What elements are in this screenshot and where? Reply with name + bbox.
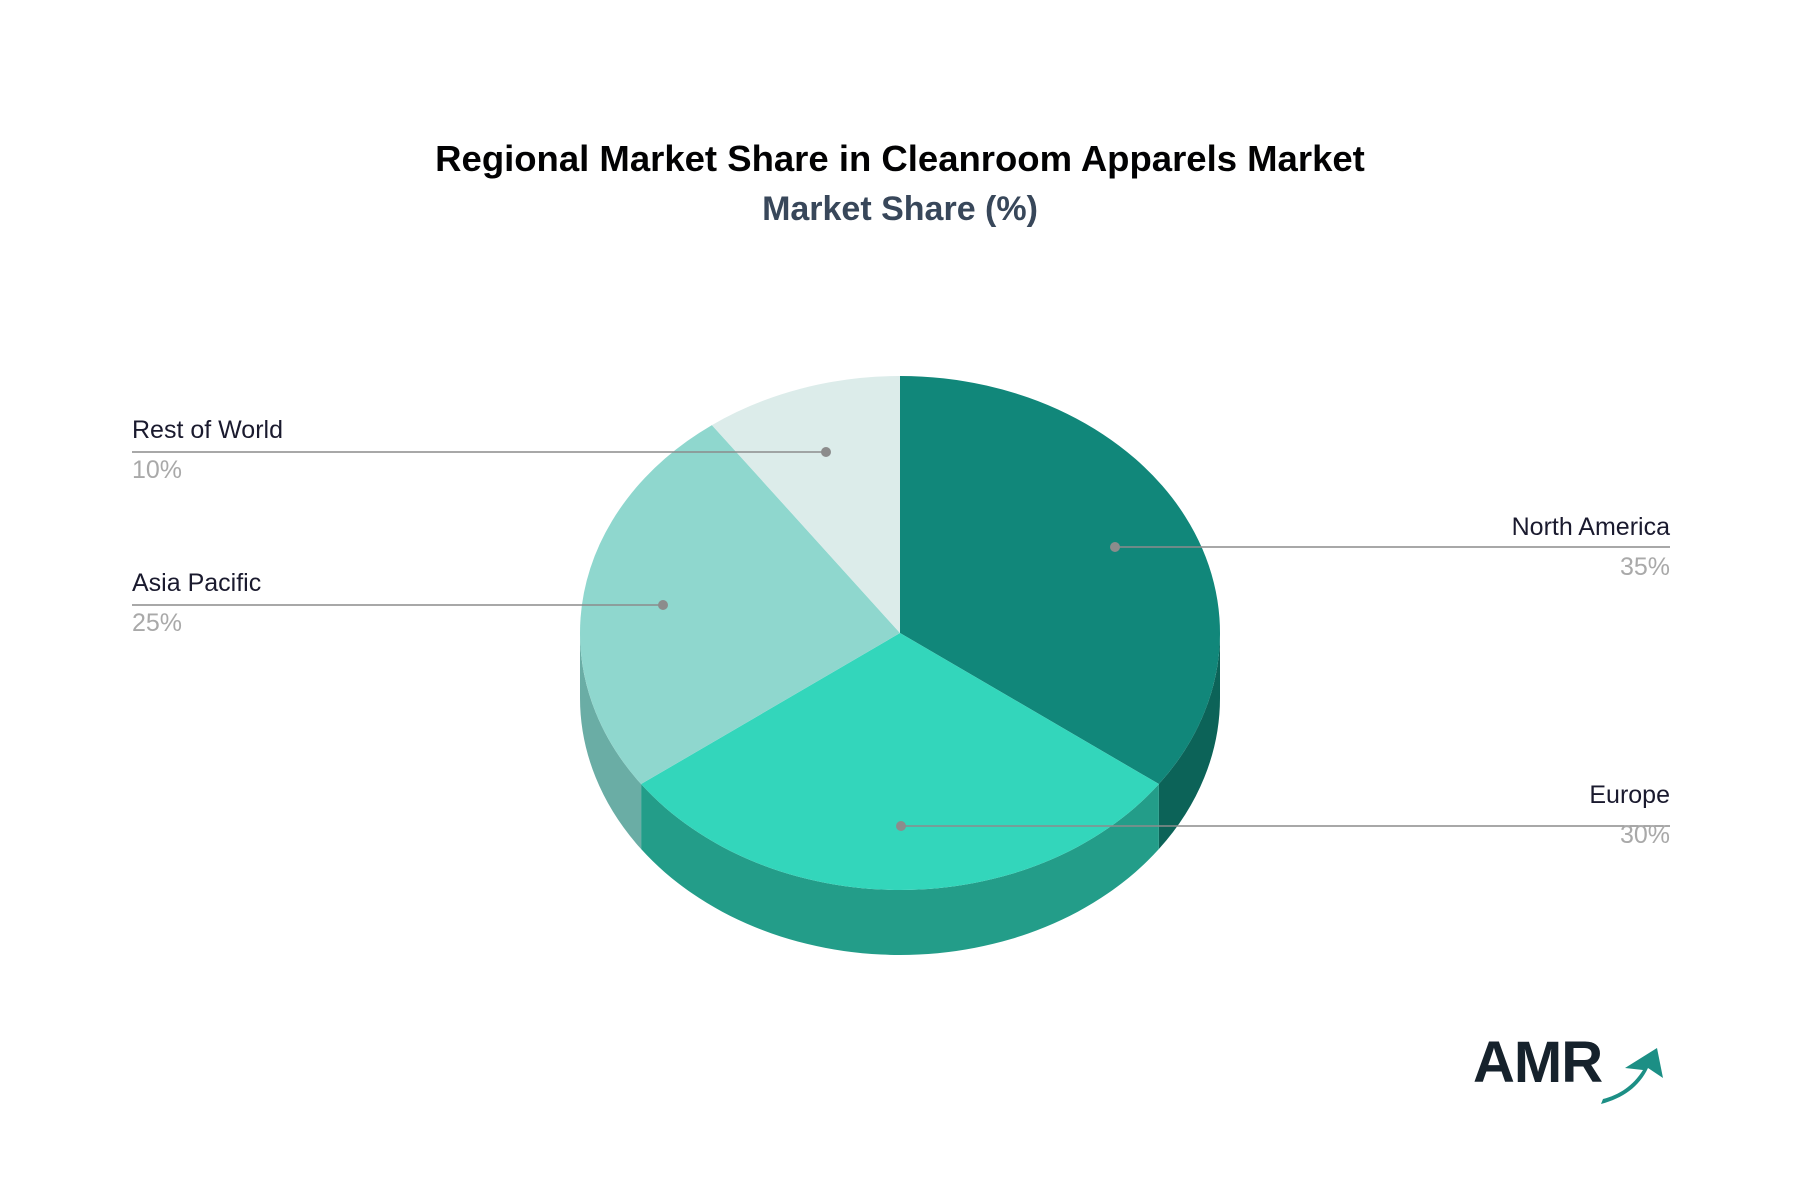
svg-text:AMR: AMR	[1473, 1030, 1602, 1095]
